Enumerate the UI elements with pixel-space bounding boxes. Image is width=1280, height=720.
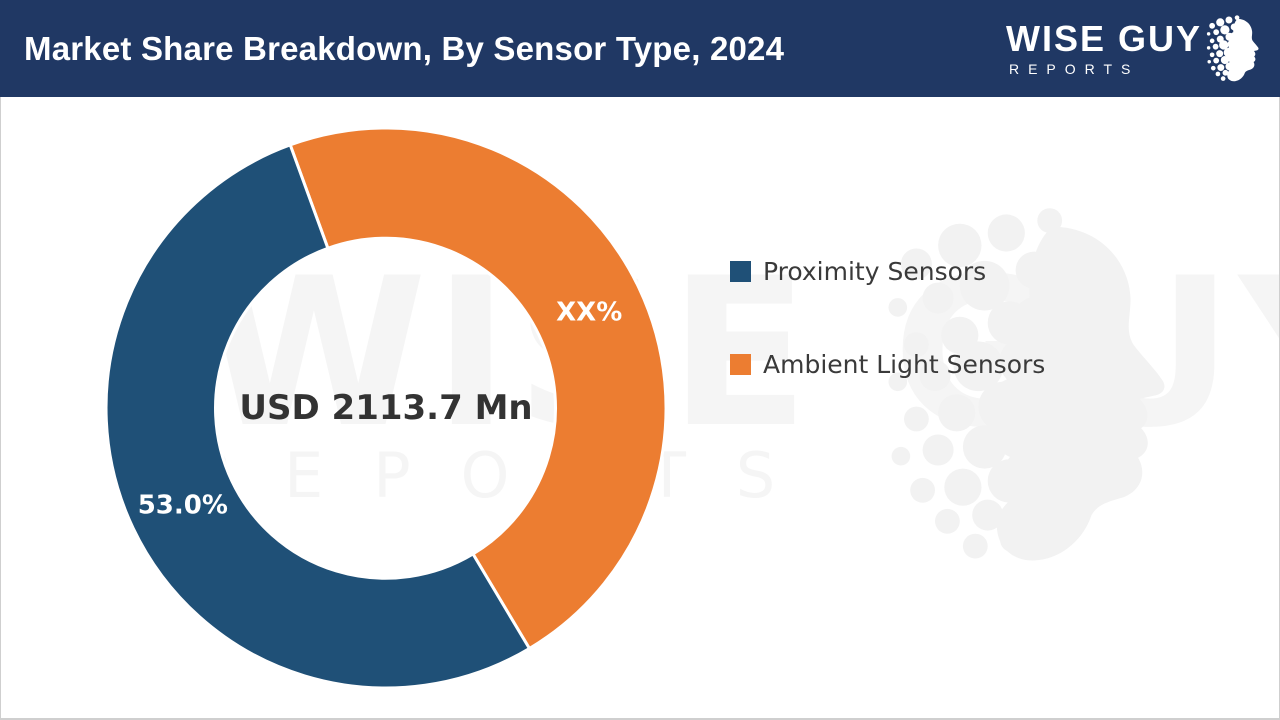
legend: Proximity Sensors Ambient Light Sensors: [730, 257, 1045, 379]
legend-swatch: [730, 354, 751, 375]
page-title: Market Share Breakdown, By Sensor Type, …: [24, 29, 785, 67]
legend-item: Proximity Sensors: [730, 257, 1045, 286]
chart-area: WISE GUY REPORTS XX% 53.0% USD 2113.7 Mn …: [0, 97, 1280, 720]
donut-segment: [288, 128, 666, 650]
donut-center-label: USD 2113.7 Mn: [239, 388, 533, 428]
slice-percentage-label: XX%: [556, 298, 622, 328]
slice-percentage-label: 53.0%: [138, 491, 228, 521]
legend-label: Ambient Light Sensors: [763, 350, 1046, 379]
donut-chart: XX% 53.0%: [106, 128, 666, 688]
donut-segment: [106, 143, 531, 688]
logo-head-icon: [1204, 14, 1262, 84]
legend-label: Proximity Sensors: [763, 257, 987, 286]
watermark-subtitle: REPORTS: [191, 439, 826, 512]
logo-wordmark: WISE GUY: [1005, 18, 1202, 59]
legend-swatch: [730, 261, 751, 282]
wiseguy-logo: WISE GUY REPORTS: [1006, 14, 1262, 84]
logo-subtitle: REPORTS: [1008, 61, 1140, 77]
header-bar: Market Share Breakdown, By Sensor Type, …: [0, 0, 1280, 97]
watermark-head-icon: [873, 197, 1183, 579]
legend-item: Ambient Light Sensors: [730, 350, 1045, 379]
